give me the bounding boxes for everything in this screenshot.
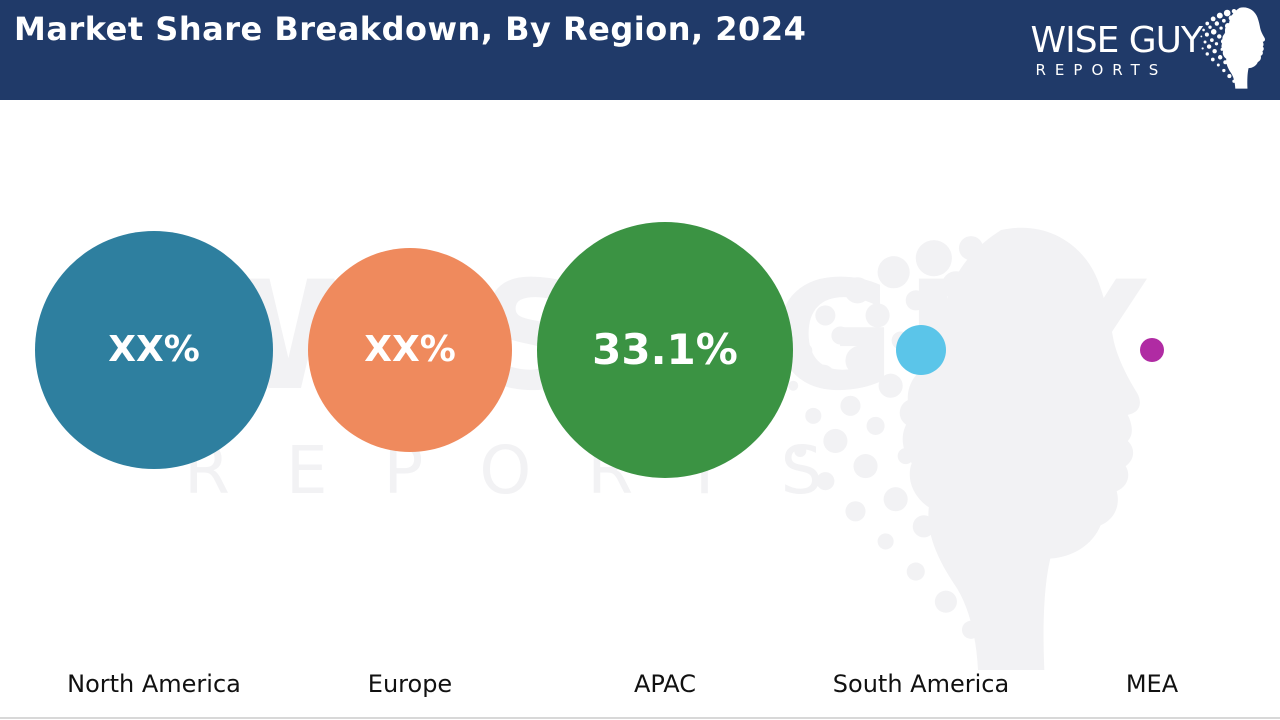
- logo-text-block: WISE GUY REPORTS: [1031, 6, 1203, 79]
- logo-subtext: REPORTS: [1035, 60, 1168, 79]
- bubble-apac: 33.1%: [537, 222, 793, 478]
- head-silhouette-icon: [1200, 7, 1266, 89]
- bubble-value-label: 33.1%: [592, 324, 738, 374]
- bubble-chart: WISE GUY REPORTS XX%North AmericaXX%Euro…: [0, 100, 1280, 720]
- category-label-south-america: South America: [832, 670, 1010, 698]
- bubble-north-america: XX%: [35, 231, 273, 469]
- category-label-mea: MEA: [1125, 670, 1179, 698]
- logo-wordmark: WISE GUY: [1030, 20, 1203, 61]
- bubble-mea: [1140, 338, 1164, 362]
- watermark-head-silhouette-icon: [788, 227, 1140, 670]
- bubble-value-label: XX%: [108, 328, 200, 370]
- bottom-divider: [0, 717, 1280, 719]
- bubble-europe: XX%: [308, 248, 512, 452]
- wise-guy-logo: WISE GUY REPORTS: [1031, 6, 1273, 89]
- category-label-apac: APAC: [633, 670, 697, 698]
- bubble-south-america: [896, 325, 946, 375]
- bubble-value-label: XX%: [364, 328, 456, 370]
- page-title: Market Share Breakdown, By Region, 2024: [14, 10, 807, 48]
- category-label-europe: Europe: [367, 670, 453, 698]
- header-bar: Market Share Breakdown, By Region, 2024 …: [0, 0, 1280, 100]
- category-label-north-america: North America: [67, 670, 241, 698]
